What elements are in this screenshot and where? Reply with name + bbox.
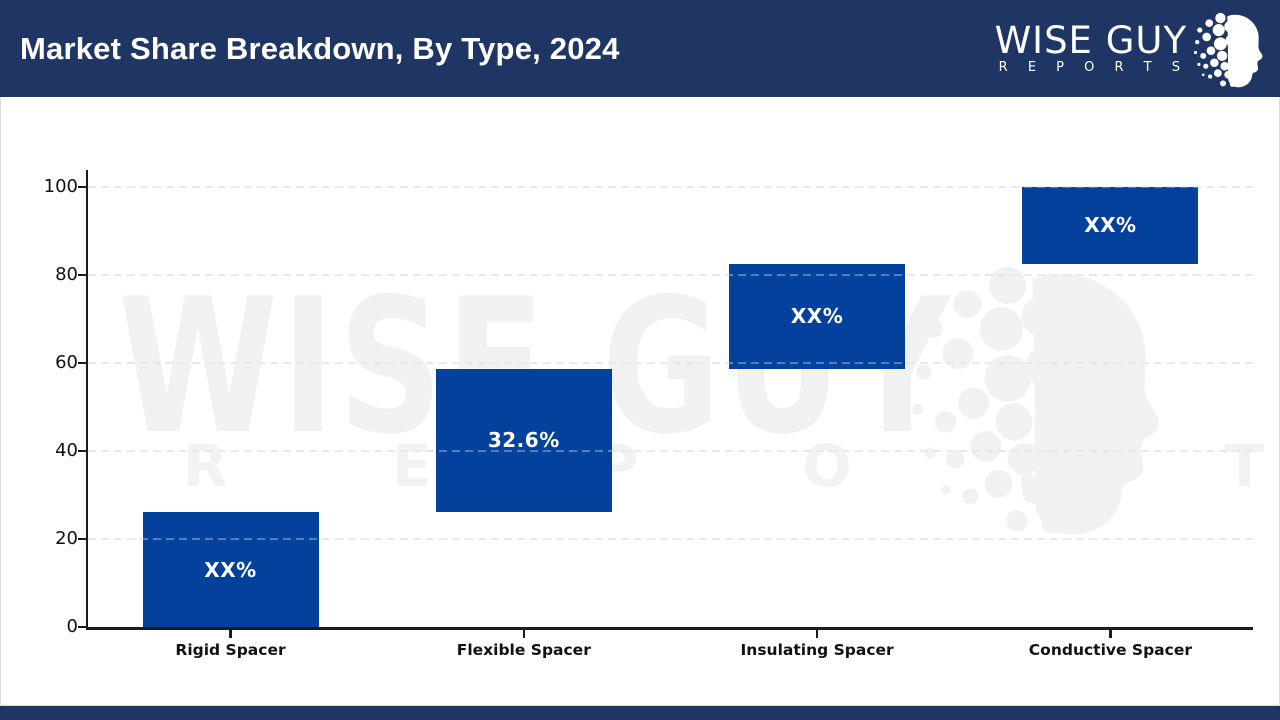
y-tick-label: 60 (55, 352, 78, 373)
gridline (88, 450, 1253, 452)
x-tick-label: Insulating Spacer (740, 641, 894, 659)
x-tick-label: Flexible Spacer (456, 641, 591, 659)
gridline-overlay (88, 450, 1253, 452)
gridline (88, 186, 1253, 188)
y-tick-label: 0 (66, 616, 78, 637)
y-axis-line (85, 170, 88, 630)
gridline (88, 538, 1253, 540)
y-tick-mark (78, 625, 88, 629)
footer-bar (0, 706, 1280, 720)
x-tick-label: Rigid Spacer (175, 641, 286, 659)
x-tick-mark (522, 629, 526, 638)
bar-segment: XX% (142, 512, 319, 627)
x-axis-line (85, 627, 1253, 630)
bar-segment: 32.6% (435, 368, 612, 513)
bar-value-label: XX% (204, 557, 257, 582)
y-tick-mark (78, 361, 88, 365)
page-title: Market Share Breakdown, By Type, 2024 (20, 30, 620, 66)
y-tick-label: 40 (55, 440, 78, 461)
y-tick-mark (78, 537, 88, 541)
footer-hairline (0, 705, 1280, 706)
wiseguy-logo-text: WISE GUY R E P O R T S (994, 18, 1188, 76)
header: Market Share Breakdown, By Type, 2024 WI… (0, 0, 1280, 97)
bar-value-label: 32.6% (487, 428, 560, 453)
y-tick-label: 20 (55, 528, 78, 549)
x-tick-mark (815, 629, 819, 638)
logo-subtitle: R E P O R T S (998, 60, 1188, 76)
gridline-overlay (88, 274, 1253, 276)
x-tick-mark (229, 629, 232, 638)
y-tick-label: 100 (43, 176, 78, 197)
wiseguy-logo: WISE GUY R E P O R T S (994, 5, 1266, 93)
y-tick-label: 80 (55, 264, 78, 285)
bar-value-label: XX% (790, 304, 844, 329)
bar-segment: XX% (729, 263, 906, 369)
gridline-overlay (88, 538, 1253, 540)
bar-segment: XX% (1022, 187, 1199, 264)
wiseguy-head-icon (1193, 12, 1263, 87)
bar-value-label: XX% (1084, 213, 1137, 238)
y-tick-mark (78, 449, 88, 453)
logo-wordmark: WISE GUY (994, 18, 1188, 62)
gridline-overlay (88, 362, 1253, 364)
y-tick-mark (78, 185, 88, 189)
x-tick-label: Conductive Spacer (1028, 641, 1192, 659)
gridline (88, 362, 1253, 364)
gridline-overlay (88, 186, 1253, 188)
y-tick-mark (78, 273, 88, 277)
waterfall-chart: 0 20 40 60 80 100 XX% Rigid Spacer 32.6% Flexible… (0, 97, 1280, 706)
x-tick-mark (1109, 629, 1112, 638)
gridline (88, 274, 1253, 276)
